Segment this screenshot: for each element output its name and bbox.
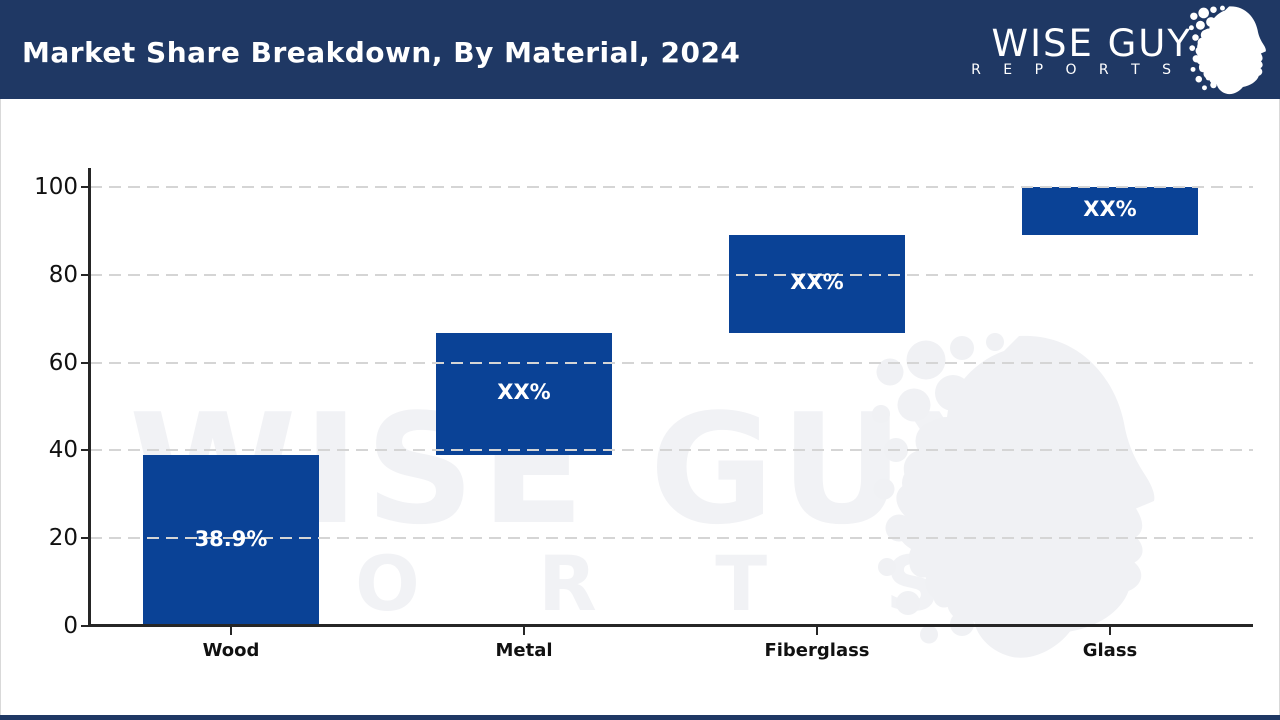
- y-axis-tick-label: 80: [48, 261, 78, 288]
- x-axis-tick-label: Wood: [202, 640, 260, 661]
- bar-label: 38.9%: [194, 526, 268, 551]
- gridline-y-80: [90, 273, 1253, 276]
- y-axis-tick-label: 20: [48, 525, 78, 552]
- x-axis-spine: [88, 624, 1253, 627]
- x-axis-tick: [230, 627, 232, 635]
- gridline-y-20: [90, 537, 1253, 540]
- bar-label: XX%: [1083, 197, 1137, 222]
- bar-fiberglass: [729, 235, 905, 334]
- x-axis-tick: [816, 627, 818, 635]
- y-axis-tick-label: 40: [48, 437, 78, 464]
- y-axis-tick: [81, 186, 89, 188]
- x-axis-tick-label: Glass: [1082, 640, 1138, 661]
- y-axis-tick: [81, 361, 89, 364]
- bar-label: XX%: [497, 380, 551, 405]
- y-axis-tick: [81, 449, 89, 452]
- y-axis-tick: [81, 273, 89, 276]
- y-axis-tick: [81, 625, 89, 627]
- footer-bar: [0, 715, 1280, 720]
- page-title: Market Share Breakdown, By Material, 202…: [22, 36, 741, 69]
- y-axis-tick-label: 0: [63, 613, 78, 639]
- bar-glass: [1022, 187, 1198, 236]
- wise-guy-reports-logo: WISE GUY R E P O R T S: [971, 0, 1272, 99]
- x-axis-tick: [1109, 627, 1111, 635]
- logo-subtext: R E P O R T S: [971, 62, 1180, 78]
- y-axis-tick: [81, 537, 89, 540]
- gridline-y-60: [90, 361, 1253, 364]
- logo-face-icon: [1188, 5, 1266, 95]
- logo-wordmark: WISE GUY: [991, 22, 1192, 65]
- gridline-y-40: [90, 449, 1253, 452]
- x-axis-tick-label: Fiberglass: [764, 640, 870, 661]
- x-axis-tick-label: Metal: [495, 640, 553, 661]
- x-axis-tick: [523, 627, 525, 635]
- bar-wood: [143, 455, 319, 626]
- header-bar: Market Share Breakdown, By Material, 202…: [0, 0, 1280, 99]
- bar-label: XX%: [790, 270, 844, 295]
- bar-metal: [436, 333, 612, 456]
- y-axis-tick-label: 100: [34, 174, 78, 200]
- y-axis-tick-label: 60: [48, 349, 78, 376]
- y-axis-spine: [88, 168, 91, 627]
- gridline-y-100: [90, 186, 1253, 188]
